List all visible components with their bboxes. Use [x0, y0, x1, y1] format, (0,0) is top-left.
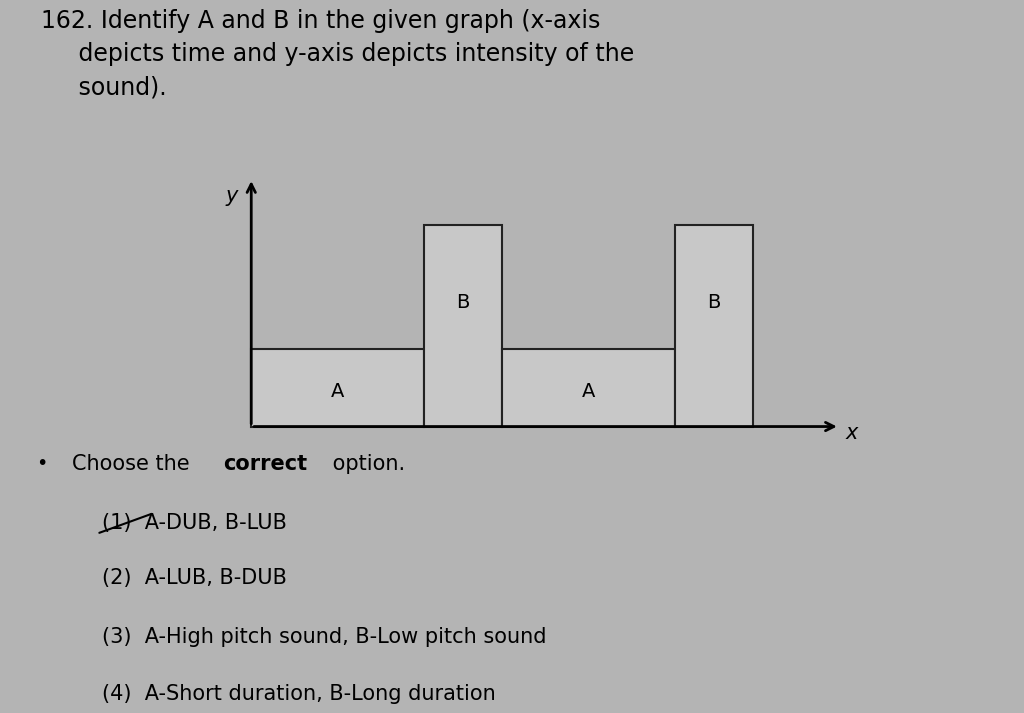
Text: B: B [457, 293, 470, 312]
Text: (4)  A-Short duration, B-Long duration: (4) A-Short duration, B-Long duration [102, 684, 497, 704]
Text: Choose the: Choose the [72, 453, 196, 473]
Text: y: y [226, 185, 239, 205]
Bar [502, 349, 675, 426]
Bar [424, 225, 502, 426]
Text: 162. Identify A and B in the given graph (x-axis
     depicts time and y-axis de: 162. Identify A and B in the given graph… [41, 9, 634, 100]
Text: (1)  A-DUB, B-LUB: (1) A-DUB, B-LUB [102, 513, 288, 533]
Text: A: A [582, 382, 595, 401]
Text: (3)  A-High pitch sound, B-Low pitch sound: (3) A-High pitch sound, B-Low pitch soun… [102, 627, 547, 647]
Text: (2)  A-LUB, B-DUB: (2) A-LUB, B-DUB [102, 568, 288, 588]
Text: option.: option. [326, 453, 404, 473]
Text: B: B [708, 293, 721, 312]
Text: A: A [331, 382, 344, 401]
Text: correct: correct [223, 453, 307, 473]
Bar [251, 349, 424, 426]
Bar [675, 225, 753, 426]
Text: •: • [36, 454, 47, 473]
Text: x: x [846, 423, 858, 443]
